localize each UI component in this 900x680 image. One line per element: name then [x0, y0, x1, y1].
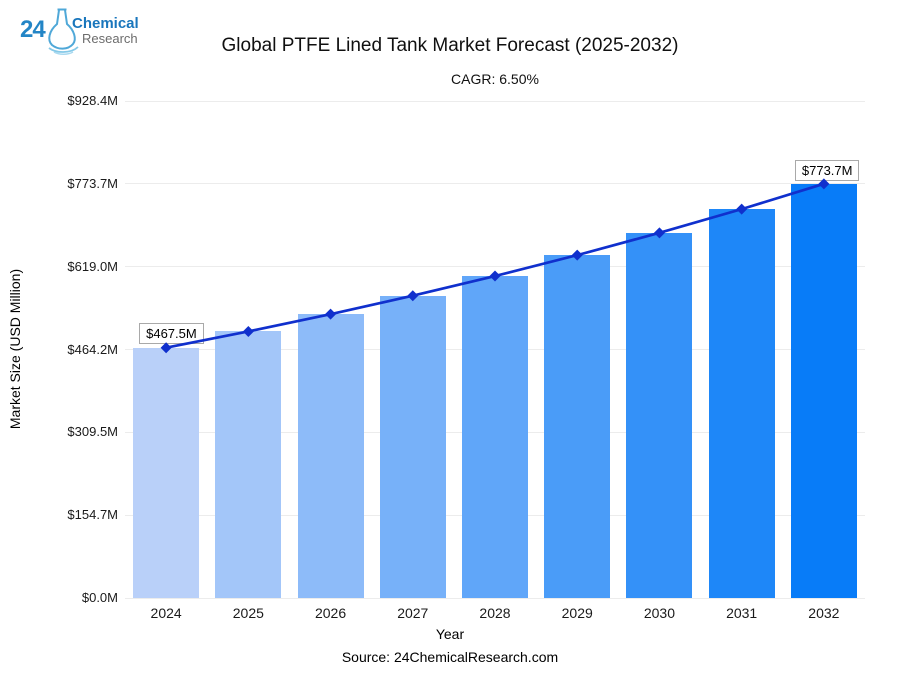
- bar-2032: [790, 183, 857, 598]
- chart-title: Global PTFE Lined Tank Market Forecast (…: [221, 35, 679, 56]
- logo: 24 Chemical Research: [20, 6, 160, 56]
- logo-chemical: Chemical: [72, 15, 139, 32]
- y-tick-label: $928.4M: [67, 93, 118, 108]
- y-tick-label: $0.0M: [81, 590, 118, 605]
- bar-2027: [379, 295, 446, 598]
- gridline: [125, 597, 865, 599]
- bar-2029: [544, 255, 611, 598]
- x-tick-label: 2030: [643, 605, 676, 621]
- logo-number: 24: [20, 16, 46, 43]
- last-point-label: $773.7M: [794, 159, 860, 181]
- bar-2030: [626, 232, 693, 598]
- flask-icon: [48, 8, 79, 55]
- x-tick-label: 2027: [397, 605, 429, 621]
- gridline: [125, 183, 865, 185]
- y-tick-label: $619.0M: [67, 258, 118, 274]
- x-axis-title: Year: [435, 626, 465, 642]
- x-tick-label: 2028: [479, 605, 511, 621]
- y-tick-label: $773.7M: [67, 175, 118, 191]
- y-tick-label: $154.7M: [67, 507, 118, 523]
- x-tick-label: 2024: [150, 605, 182, 621]
- chart-subtitle: CAGR: 6.50%: [451, 71, 539, 87]
- gridline: [125, 100, 865, 102]
- y-tick-label: $309.5M: [67, 424, 118, 440]
- x-tick-label: 2032: [808, 605, 840, 621]
- y-tick-label: $464.2M: [67, 341, 118, 357]
- bar-2025: [215, 331, 282, 598]
- first-point-label: $467.5M: [139, 322, 204, 344]
- x-tick-label: 2031: [726, 605, 758, 621]
- x-tick-label: 2029: [561, 605, 593, 621]
- source-text: Source: 24ChemicalResearch.com: [341, 649, 559, 665]
- bar-2024: [133, 347, 200, 598]
- x-tick-label: 2025: [232, 605, 264, 621]
- bar-2028: [462, 276, 528, 598]
- x-tick-label: 2026: [314, 605, 347, 621]
- bar-2031: [708, 209, 775, 598]
- logo-research: Research: [82, 31, 138, 46]
- bar-2026: [297, 314, 364, 598]
